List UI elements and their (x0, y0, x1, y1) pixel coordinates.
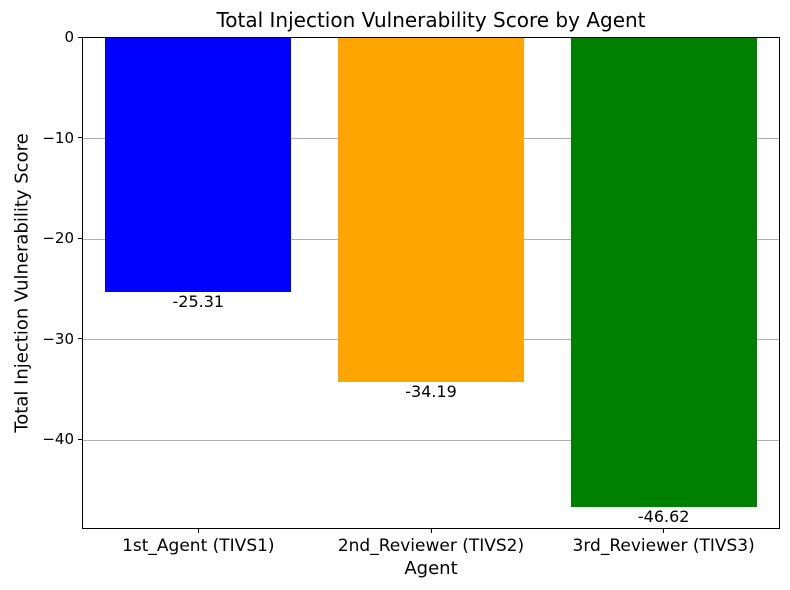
gridline (83, 439, 779, 441)
x-tick-label: 1st_Agent (TIVS1) (122, 536, 275, 556)
y-tick-mark (78, 36, 82, 38)
y-axis-label: Total Injection Vulnerability Score (11, 133, 33, 433)
x-tick-label: 2nd_Reviewer (TIVS2) (337, 536, 525, 556)
x-tick-mark (663, 529, 665, 533)
x-axis-label: Agent (404, 558, 458, 579)
x-tick-mark (430, 529, 432, 533)
y-tick-mark (78, 338, 82, 340)
y-tick-label: −10 (42, 128, 74, 147)
y-tick-label: −20 (42, 229, 74, 248)
bar-value-label: -25.31 (172, 292, 225, 312)
y-tick-label: −30 (42, 329, 74, 348)
bar-value-label: -46.62 (637, 506, 690, 526)
y-tick-label: 0 (64, 28, 74, 46)
bar (105, 38, 292, 293)
x-tick-label: 3rd_Reviewer (TIVS3) (572, 536, 755, 556)
y-tick-mark (78, 137, 82, 138)
y-tick-mark (78, 237, 82, 239)
x-tick-mark (197, 529, 199, 533)
bar-value-label: -34.19 (405, 381, 457, 401)
y-tick-mark (78, 438, 82, 440)
plot-area (82, 37, 780, 529)
bar (570, 38, 757, 507)
y-tick-label: −40 (42, 430, 74, 449)
bar (337, 38, 525, 382)
chart-title: Total Injection Vulnerability Score by A… (216, 8, 646, 32)
